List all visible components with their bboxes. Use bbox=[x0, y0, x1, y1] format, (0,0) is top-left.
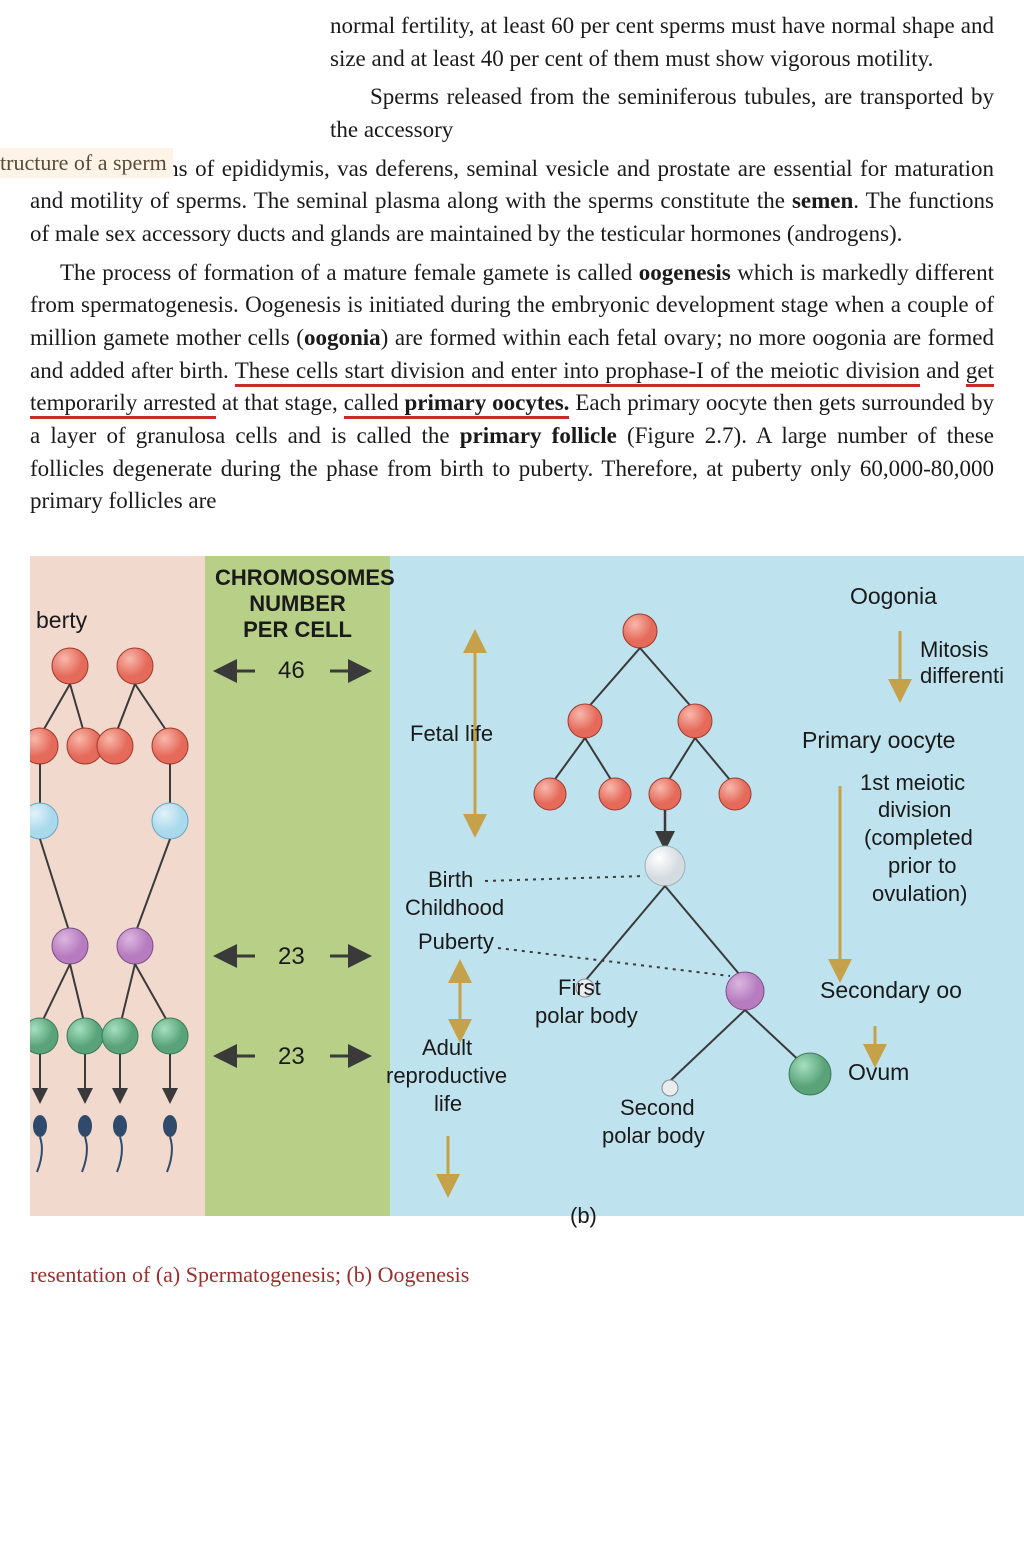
center-title2: NUMBER bbox=[215, 592, 380, 616]
label-primary-oocyte: Primary oocyte bbox=[802, 728, 955, 753]
label-fetal-life: Fetal life bbox=[410, 722, 493, 746]
label-birth: Birth bbox=[428, 868, 473, 892]
panel-b-bg bbox=[205, 556, 390, 1216]
paragraph-1b: Sperms released from the seminiferous tu… bbox=[0, 81, 994, 146]
num-23a: 23 bbox=[278, 944, 305, 970]
sperm-caption: tructure of a sperm bbox=[0, 148, 173, 178]
label-prior-to: prior to bbox=[888, 854, 956, 878]
label-oogonia: Oogonia bbox=[850, 584, 937, 609]
label-childhood: Childhood bbox=[405, 896, 504, 920]
paragraph-3: The process of formation of a mature fem… bbox=[0, 257, 994, 518]
label-differenti: differenti bbox=[920, 664, 1004, 688]
label-mitosis: Mitosis bbox=[920, 638, 988, 662]
label-ovum: Ovum bbox=[848, 1060, 909, 1085]
center-title1: CHROMOSOMES bbox=[215, 566, 380, 590]
label-reproductive: reproductive bbox=[386, 1064, 507, 1088]
paragraph-1a: normal fertility, at least 60 per cent s… bbox=[0, 10, 994, 75]
label-division: division bbox=[878, 798, 951, 822]
fig-b-label: (b) bbox=[570, 1204, 597, 1228]
label-1st-meiotic: 1st meiotic bbox=[860, 771, 965, 795]
oogenesis-figure: berty CHROMOSOMES NUMBER PER CELL 46 23 … bbox=[30, 536, 1024, 1256]
label-second: Second bbox=[620, 1096, 695, 1120]
label-puberty: Puberty bbox=[418, 930, 494, 954]
num-23b: 23 bbox=[278, 1044, 305, 1070]
label-berty: berty bbox=[36, 608, 87, 633]
label-polar-body2: polar body bbox=[602, 1124, 705, 1148]
num-46: 46 bbox=[278, 658, 305, 684]
center-title3: PER CELL bbox=[215, 618, 380, 642]
label-first: First bbox=[558, 976, 601, 1000]
label-secondary-oo: Secondary oo bbox=[820, 978, 962, 1003]
label-adult: Adult bbox=[422, 1036, 472, 1060]
label-life: life bbox=[434, 1092, 462, 1116]
label-completed: (completed bbox=[864, 826, 973, 850]
figure-caption-bottom: resentation of (a) Spermatogenesis; (b) … bbox=[0, 1262, 994, 1288]
label-polar-body: polar body bbox=[535, 1004, 638, 1028]
label-ovulation: ovulation) bbox=[872, 882, 967, 906]
